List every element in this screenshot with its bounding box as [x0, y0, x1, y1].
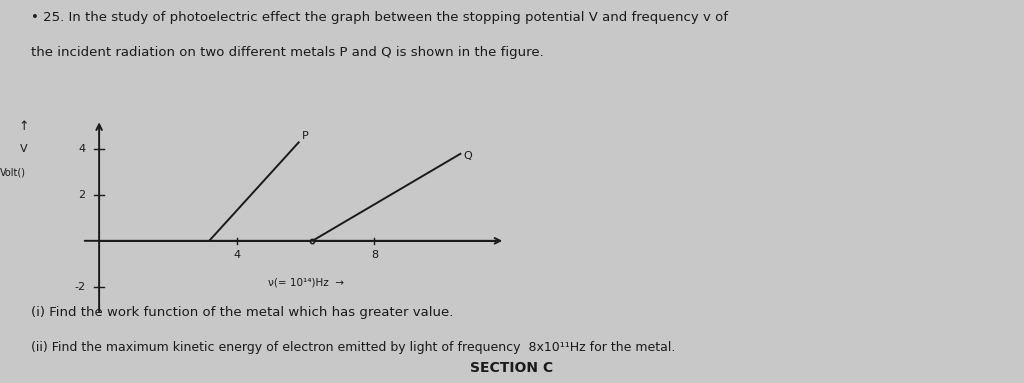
Text: ν(= 10¹⁴)Hz  →: ν(= 10¹⁴)Hz →: [267, 277, 344, 287]
Text: P: P: [302, 131, 309, 141]
Text: 2: 2: [78, 190, 85, 200]
Text: (i) Find the work function of the metal which has greater value.: (i) Find the work function of the metal …: [31, 306, 453, 319]
Text: -2: -2: [74, 282, 85, 291]
Text: V: V: [19, 144, 28, 154]
Text: 8: 8: [371, 250, 378, 260]
Text: the incident radiation on two different metals P and Q is shown in the figure.: the incident radiation on two different …: [31, 46, 544, 59]
Text: 4: 4: [78, 144, 85, 154]
Text: SECTION C: SECTION C: [470, 361, 554, 375]
Text: (ii) Find the maximum kinetic energy of electron emitted by light of frequency  : (ii) Find the maximum kinetic energy of …: [31, 341, 675, 354]
Text: ↑: ↑: [18, 120, 29, 133]
Text: • 25. In the study of photoelectric effect the graph between the stopping potent: • 25. In the study of photoelectric effe…: [31, 11, 728, 25]
Text: Q: Q: [464, 151, 473, 161]
Text: 4: 4: [233, 250, 241, 260]
Text: Volt(): Volt(): [0, 167, 26, 177]
